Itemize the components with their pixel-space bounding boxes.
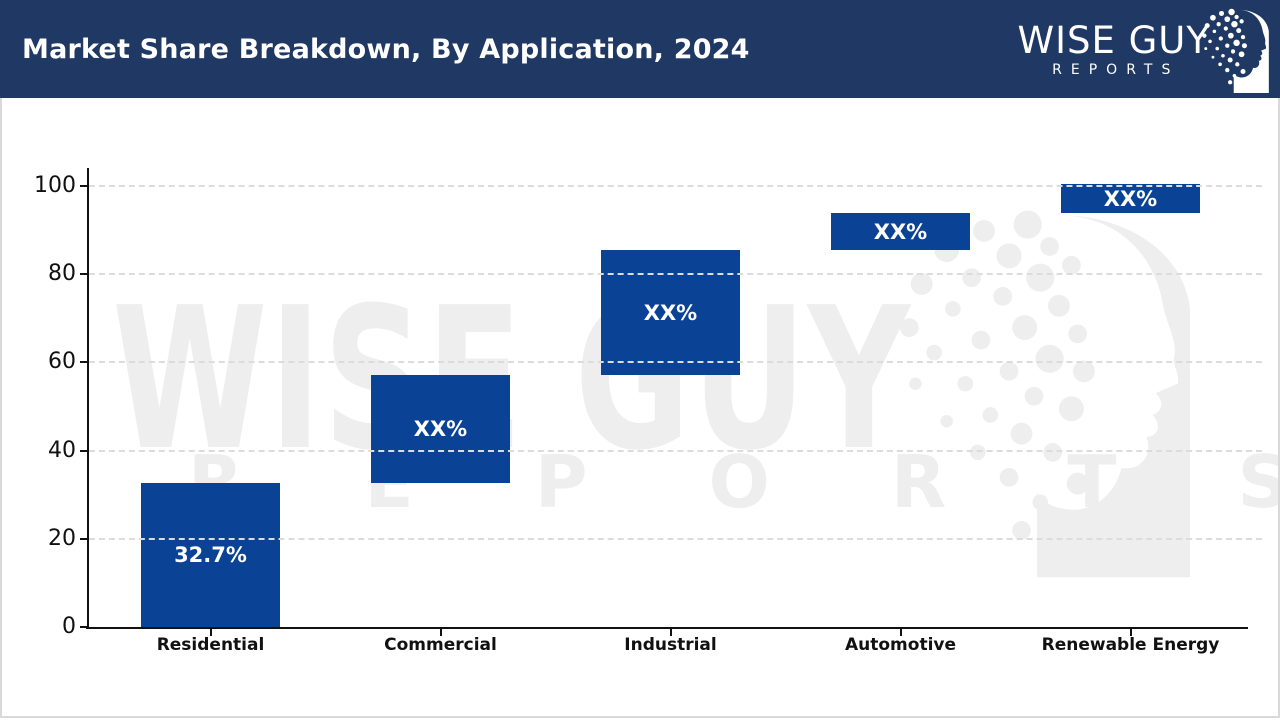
y-tick-label: 40 <box>48 437 76 463</box>
gridline-100 <box>89 185 1262 187</box>
waterfall-chart: 0 20 40 60 80 100 32.7% Residential XX% Commercia… <box>0 98 1280 720</box>
logo-text-block: WISE GUY REPORTS <box>1017 19 1210 79</box>
y-axis-line <box>87 168 89 629</box>
page-title: Market Share Breakdown, By Application, … <box>22 33 750 65</box>
x-tick-mark <box>899 629 902 636</box>
category-label: Automotive <box>844 635 957 655</box>
header-bar: Market Share Breakdown, By Application, … <box>0 0 1280 98</box>
y-tick-mark <box>80 537 88 540</box>
y-tick-label: 20 <box>48 525 76 551</box>
bar-renewable-energy <box>1061 184 1200 213</box>
y-tick-mark <box>80 626 88 628</box>
bar-value-label: XX% <box>643 300 698 325</box>
bar-commercial <box>371 374 510 483</box>
category-label: Residential <box>156 635 265 655</box>
bar-industrial <box>601 250 740 375</box>
gridline-60 <box>89 361 1262 364</box>
chart-canvas: WISE GUY R E P O R T S 0 20 40 60 80 100 32.7%… <box>0 98 1280 720</box>
bar-value-label: XX% <box>1103 186 1158 211</box>
x-axis-line <box>86 627 1248 629</box>
logo-wordmark: WISE GUY <box>1017 19 1210 62</box>
y-tick-label: 0 <box>62 614 76 639</box>
logo-subtext: REPORTS <box>1052 62 1180 78</box>
gridline-80 <box>89 273 1262 276</box>
x-tick-mark <box>439 629 442 636</box>
y-tick-label: 60 <box>48 349 76 375</box>
bar-value-label: XX% <box>873 219 928 244</box>
y-tick-mark <box>80 361 88 364</box>
category-label: Renewable Energy <box>1041 635 1220 655</box>
y-tick-mark <box>80 449 88 452</box>
bar-value-label: 32.7% <box>174 542 247 567</box>
y-tick-label: 80 <box>48 261 76 287</box>
y-tick-mark <box>80 185 88 187</box>
bar-residential <box>141 482 280 627</box>
x-tick-mark <box>209 629 212 636</box>
gridline-20 <box>89 537 1262 540</box>
wise-guy-logo: WISE GUY REPORTS <box>1018 4 1270 96</box>
category-label: Industrial <box>624 635 717 655</box>
x-tick-mark <box>669 629 672 636</box>
gridline-40 <box>89 449 1262 452</box>
bar-value-label: XX% <box>413 416 468 441</box>
bar-automotive <box>831 212 970 251</box>
y-tick-label: 100 <box>34 173 76 198</box>
x-tick-mark <box>1129 629 1132 636</box>
y-tick-mark <box>80 273 88 276</box>
category-label: Commercial <box>384 635 497 655</box>
watermark-wordmark: WISE GUY <box>112 266 912 494</box>
